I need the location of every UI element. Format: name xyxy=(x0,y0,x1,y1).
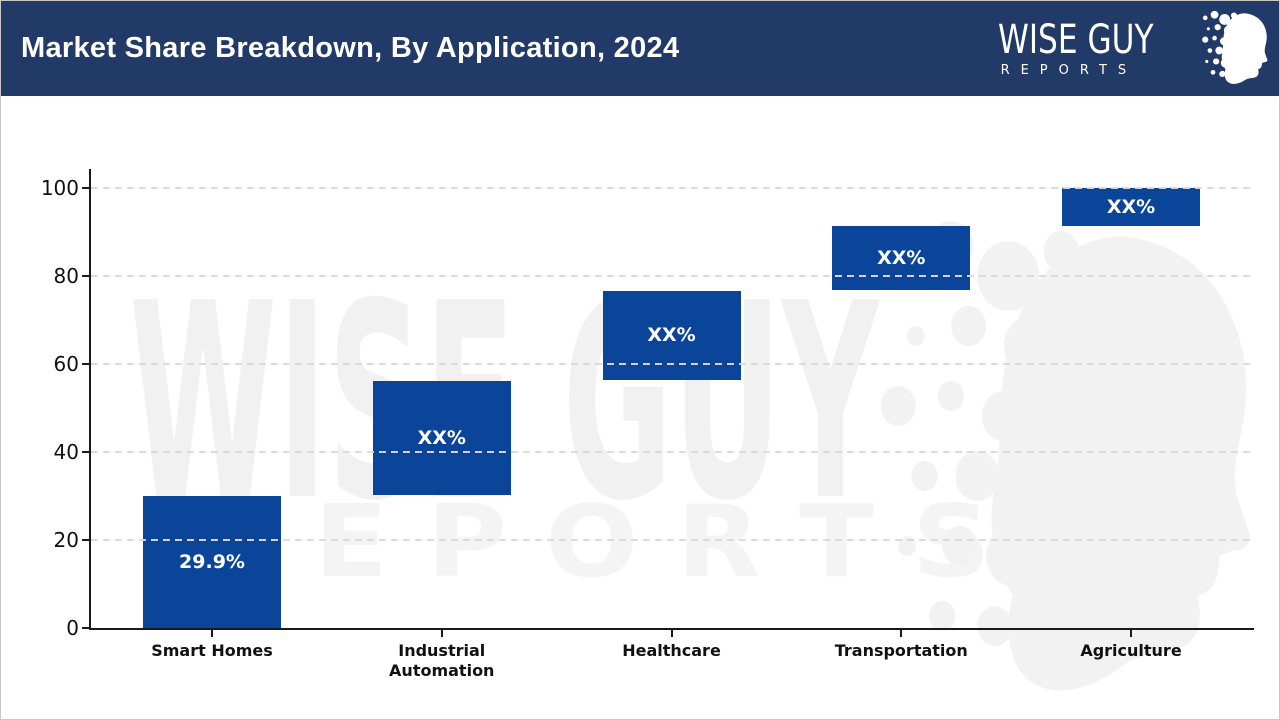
category-label-transportation: Transportation xyxy=(834,641,968,660)
x-tick-smart-homes xyxy=(211,630,213,637)
logo-sub: REPORTS xyxy=(1000,63,1138,78)
x-tick-agriculture xyxy=(1130,630,1132,637)
category-label-smart-homes: Smart Homes xyxy=(151,641,273,660)
bar-value-label-healthcare: XX% xyxy=(647,324,696,347)
y-axis-line xyxy=(89,169,91,630)
x-tick-industrial-automation xyxy=(440,630,443,637)
y-tick-80 xyxy=(82,275,89,277)
bar-value-label-industrial-automation: XX% xyxy=(417,426,466,449)
category-label-industrial-automation: Industrial Automation xyxy=(389,641,495,680)
y-tick-label-20: 20 xyxy=(53,528,79,552)
watermark-text-sub: R E P O R T S xyxy=(191,483,991,600)
y-tick-label-40: 40 xyxy=(53,440,79,464)
header-bar: Market Share Breakdown, By Application, … xyxy=(1,1,1279,96)
x-tick-healthcare xyxy=(670,630,673,637)
y-tick-label-100: 100 xyxy=(40,176,79,200)
page-title: Market Share Breakdown, By Application, … xyxy=(21,32,680,64)
gridline-40 xyxy=(91,451,1254,453)
gridline-100 xyxy=(91,187,1254,189)
y-tick-100 xyxy=(82,187,89,189)
y-tick-label-0: 0 xyxy=(66,616,79,640)
y-tick-20 xyxy=(82,539,89,541)
y-tick-label-80: 80 xyxy=(53,264,79,288)
bar-smart-homes xyxy=(143,496,281,628)
bar-value-label-transportation: XX% xyxy=(877,246,926,269)
category-label-agriculture: Agriculture xyxy=(1080,641,1182,660)
gridline-80 xyxy=(91,275,1254,277)
y-tick-60 xyxy=(82,363,89,365)
watermark-head-icon xyxy=(880,221,1251,691)
category-label-healthcare: Healthcare xyxy=(622,641,721,660)
x-axis-line xyxy=(89,628,1254,630)
bar-agriculture xyxy=(1062,188,1200,226)
logo-name: WISE GUY xyxy=(997,17,1154,63)
bar-industrial-automation xyxy=(372,380,511,496)
y-tick-40 xyxy=(82,451,89,453)
gridline-20 xyxy=(91,539,1254,541)
y-tick-0 xyxy=(82,627,89,629)
gridline-60 xyxy=(91,363,1254,365)
x-tick-transportation xyxy=(900,630,903,637)
y-tick-label-60: 60 xyxy=(53,352,79,376)
bar-value-label-smart-homes: 29.9% xyxy=(179,551,245,574)
wise-guy-logo: WISE GUY REPORTS xyxy=(998,7,1269,91)
bar-healthcare xyxy=(602,290,741,380)
logo-head-icon xyxy=(1202,10,1268,84)
bar-value-label-agriculture: XX% xyxy=(1106,195,1156,218)
